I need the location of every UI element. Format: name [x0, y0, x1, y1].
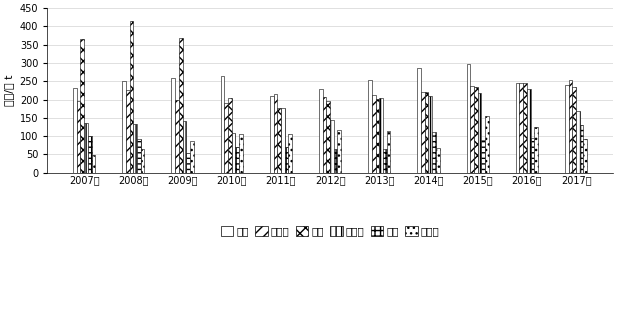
Bar: [580, 125, 584, 173]
Bar: [474, 87, 478, 173]
Bar: [277, 108, 281, 173]
Bar: [126, 90, 130, 173]
Bar: [424, 91, 428, 173]
Bar: [77, 101, 80, 173]
Bar: [421, 92, 424, 173]
Bar: [436, 148, 439, 173]
Legend: 印度, 墨西哥, 中国, 阿根廷, 巴西, 西班牙: 印度, 墨西哥, 中国, 阿根廷, 巴西, 西班牙: [221, 226, 439, 236]
Y-axis label: 产量/万 t: 产量/万 t: [4, 75, 14, 106]
Bar: [565, 85, 569, 173]
Bar: [534, 127, 538, 173]
Bar: [387, 131, 391, 173]
Bar: [323, 97, 326, 173]
Bar: [186, 153, 190, 173]
Bar: [485, 116, 489, 173]
Bar: [183, 122, 186, 173]
Bar: [130, 21, 133, 173]
Bar: [232, 133, 236, 173]
Bar: [73, 88, 77, 173]
Bar: [573, 87, 576, 173]
Bar: [88, 136, 91, 173]
Bar: [368, 80, 372, 173]
Bar: [319, 89, 323, 173]
Bar: [418, 68, 421, 173]
Bar: [432, 133, 436, 173]
Bar: [576, 111, 580, 173]
Bar: [133, 124, 137, 173]
Bar: [239, 134, 242, 173]
Bar: [379, 98, 383, 173]
Bar: [527, 89, 531, 173]
Bar: [478, 93, 481, 173]
Bar: [383, 149, 387, 173]
Bar: [584, 139, 587, 173]
Bar: [372, 95, 376, 173]
Bar: [225, 103, 228, 173]
Bar: [179, 38, 183, 173]
Bar: [481, 140, 485, 173]
Bar: [84, 123, 88, 173]
Bar: [523, 84, 527, 173]
Bar: [284, 147, 288, 173]
Bar: [122, 81, 126, 173]
Bar: [172, 78, 175, 173]
Bar: [428, 96, 432, 173]
Bar: [91, 155, 95, 173]
Bar: [330, 120, 334, 173]
Bar: [190, 140, 194, 173]
Bar: [334, 149, 337, 173]
Bar: [470, 86, 474, 173]
Bar: [141, 149, 144, 173]
Bar: [175, 100, 179, 173]
Bar: [137, 139, 141, 173]
Bar: [337, 130, 341, 173]
Bar: [228, 99, 232, 173]
Bar: [273, 94, 277, 173]
Bar: [80, 39, 84, 173]
Bar: [288, 133, 292, 173]
Bar: [569, 80, 573, 173]
Bar: [531, 138, 534, 173]
Bar: [221, 76, 225, 173]
Bar: [236, 147, 239, 173]
Bar: [520, 84, 523, 173]
Bar: [270, 96, 273, 173]
Bar: [376, 99, 379, 173]
Bar: [281, 108, 284, 173]
Bar: [516, 83, 520, 173]
Bar: [466, 64, 470, 173]
Bar: [326, 101, 330, 173]
